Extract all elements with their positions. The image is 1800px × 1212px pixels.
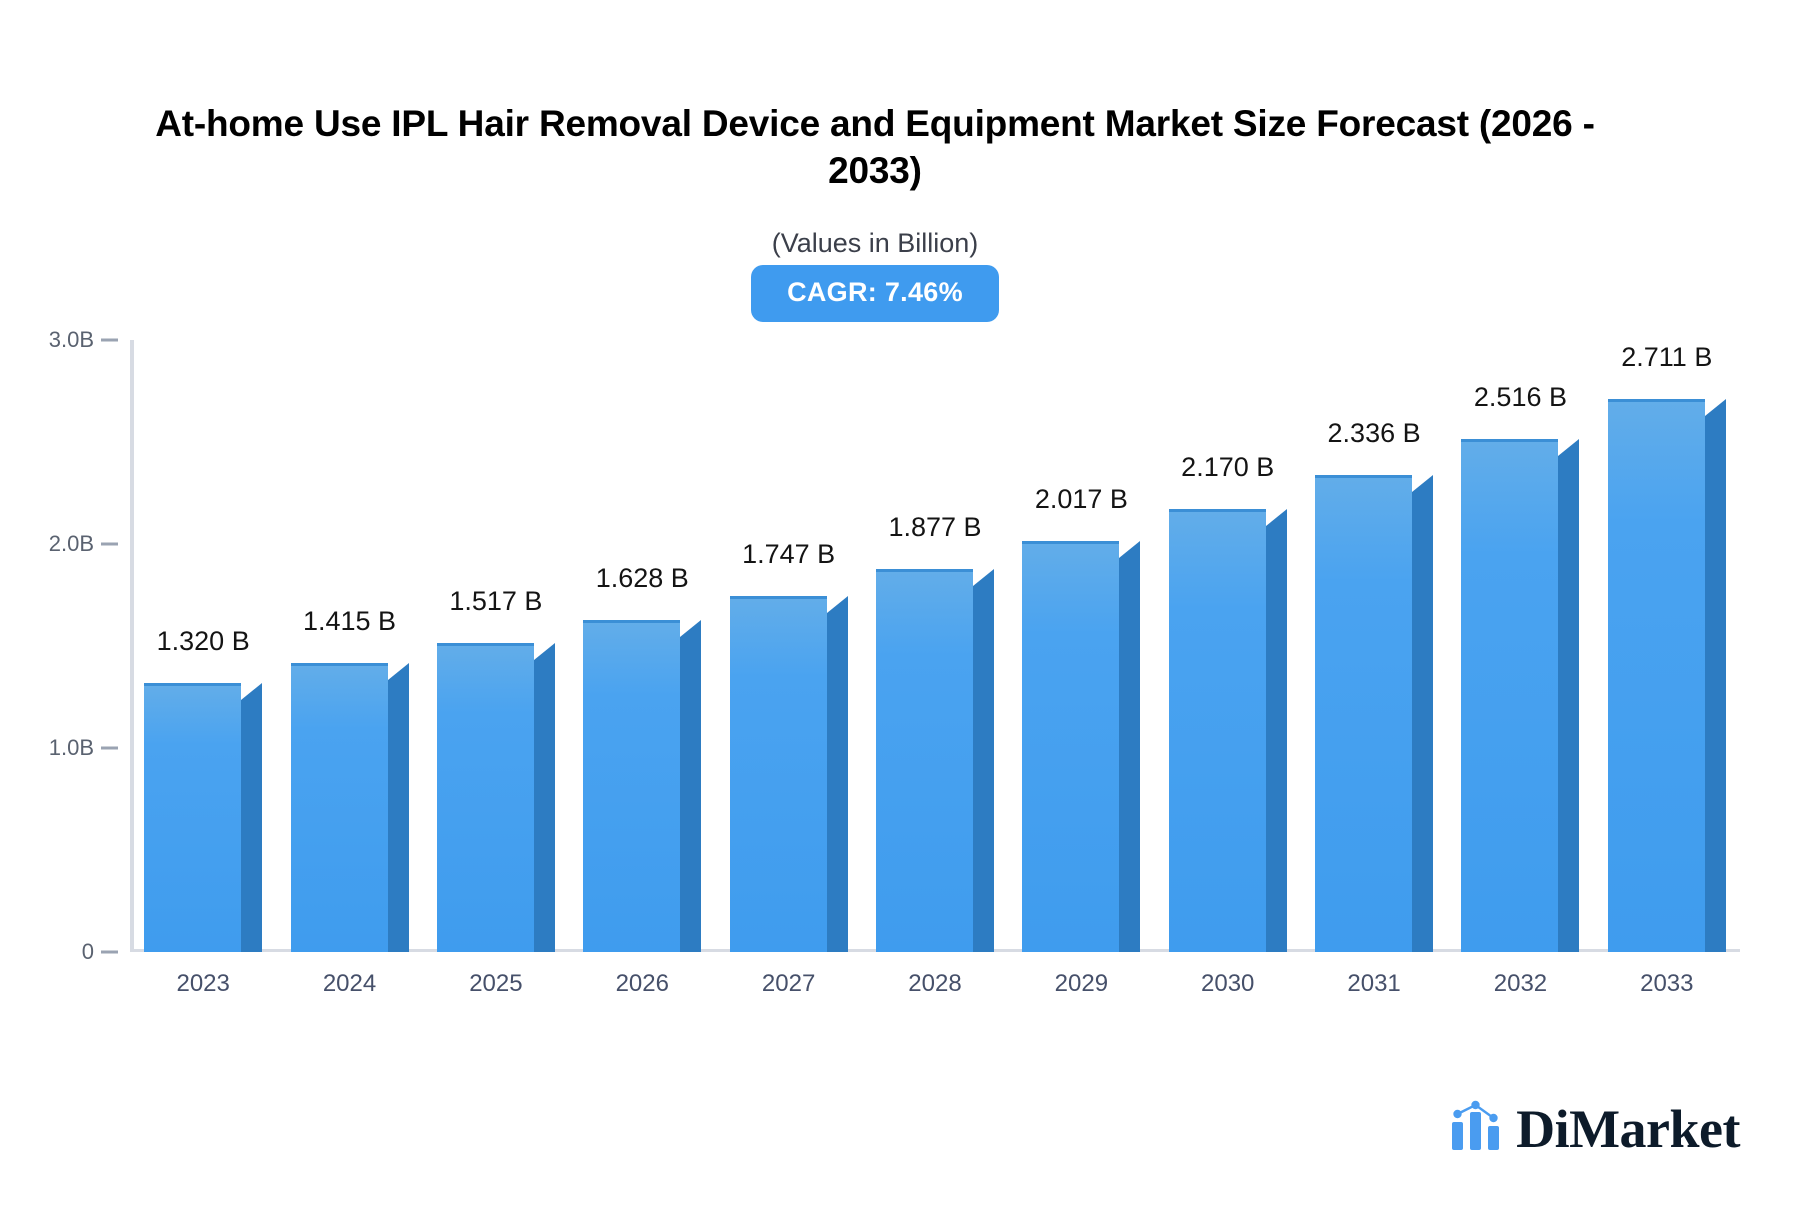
bar-group[interactable]: 2.711 B 2033 (1607, 330, 1726, 997)
bar-group[interactable]: 2.516 B 2032 (1461, 330, 1580, 997)
logo-wordmark: DiMarket (1516, 1098, 1740, 1159)
y-axis-tick-mark (101, 950, 118, 954)
y-axis-tick-label: 2.0B (48, 531, 94, 556)
bar-top-bevel (241, 682, 263, 700)
bar-side-face (533, 659, 555, 952)
bar-series: 1.320 B 2023 1.415 B 2024 1.517 B 2025 1.628 B… (130, 330, 1740, 997)
x-axis-tick-label: 2030 (1201, 970, 1255, 997)
bar-side-face (1119, 557, 1141, 952)
bar-value-label: 2.336 B (1327, 418, 1421, 449)
bar-top-bevel (826, 595, 848, 613)
x-axis-tick-label: 2026 (615, 970, 669, 997)
bar[interactable] (1168, 509, 1287, 952)
bar-top-bevel (1704, 398, 1726, 416)
bar[interactable] (144, 682, 263, 952)
x-axis-tick-label: 2032 (1493, 970, 1548, 997)
y-axis-tick-mark (101, 746, 118, 750)
bar-front-face (729, 595, 827, 952)
bar-group[interactable]: 1.628 B 2026 (583, 330, 702, 997)
bar-value-label: 2.017 B (1034, 483, 1128, 514)
bar-top-bevel (1265, 509, 1287, 527)
bar[interactable] (290, 663, 409, 952)
page-title: At-home Use IPL Hair Removal Device and … (155, 103, 1595, 192)
y-axis-tick-label: 3.0B (48, 327, 94, 352)
y-axis-tick-mark (101, 338, 118, 342)
bar-top-bevel (973, 569, 994, 587)
bar-front-face (1607, 398, 1705, 952)
bar-front-face (876, 569, 973, 952)
bar-group[interactable]: 1.320 B 2023 (144, 330, 263, 997)
brand-logo: DiMarket (1450, 1100, 1740, 1157)
bar-side-face (680, 636, 702, 952)
x-axis-tick-label: 2024 (322, 970, 377, 997)
bar-value-label: 1.517 B (449, 585, 543, 616)
bar-value-label: 2.516 B (1473, 381, 1567, 412)
bar-group[interactable]: 2.017 B 2029 (1022, 330, 1141, 997)
bar-side-face (1704, 415, 1726, 952)
bar-side-face (241, 699, 263, 952)
bar-value-label: 1.415 B (302, 606, 397, 637)
bar-top-bevel (1412, 475, 1434, 493)
bar-side-face (387, 680, 409, 952)
bar-front-face (583, 619, 681, 952)
bar-top-bevel (680, 619, 702, 637)
bar[interactable] (729, 595, 848, 952)
bar-group[interactable]: 1.517 B 2025 (436, 330, 555, 997)
y-axis-tick-mark (101, 542, 118, 546)
bar-group[interactable]: 1.415 B 2024 (290, 330, 409, 997)
y-axis-tick-label: 1.0B (48, 735, 94, 760)
bar-side-face (973, 586, 994, 952)
bar[interactable] (1607, 398, 1726, 952)
bar-front-face (1168, 509, 1266, 952)
x-axis-tick-label: 2028 (908, 970, 962, 997)
bar-top-bevel (533, 642, 555, 660)
bar-chart-logo-icon (1450, 1100, 1504, 1157)
bar[interactable] (583, 619, 702, 952)
bar-front-face (1315, 475, 1413, 952)
chart-subtitle: (Values in Billion) (771, 228, 979, 258)
y-axis-line (130, 340, 134, 952)
bar[interactable] (1022, 540, 1141, 952)
bar-side-face (1558, 455, 1580, 952)
plot-area: 3.0B 2.0B 1.0B 0 1.320 B 2023 1.415 B 2024 1.51… (0, 327, 1800, 997)
bar-top-bevel (1119, 540, 1141, 558)
y-axis-tick-label: 0 (81, 939, 94, 964)
bar-value-label: 1.628 B (595, 562, 689, 593)
bar-group[interactable]: 2.170 B 2030 (1168, 330, 1287, 997)
bar[interactable] (876, 569, 994, 952)
x-axis-tick-label: 2025 (469, 970, 523, 997)
bar-value-label: 1.320 B (156, 625, 250, 656)
bar[interactable] (1461, 438, 1580, 952)
bar-value-label: 2.170 B (1181, 452, 1275, 483)
bar-value-label: 1.747 B (742, 538, 836, 569)
bar-side-face (1412, 492, 1434, 952)
bar-side-face (1265, 526, 1287, 952)
x-axis-tick-label: 2033 (1640, 970, 1694, 997)
bar-front-face (1022, 540, 1120, 952)
x-axis-tick-label: 2029 (1054, 970, 1109, 997)
x-axis-tick-label: 2031 (1347, 970, 1401, 997)
bar[interactable] (1315, 475, 1434, 952)
bar-front-face (436, 642, 534, 952)
bar-value-label: 1.877 B (888, 512, 982, 543)
bar-top-bevel (387, 663, 409, 681)
bar-front-face (144, 682, 242, 952)
cagr-badge-container: CAGR: 7.46% (110, 265, 1640, 322)
bar[interactable] (436, 642, 555, 952)
x-axis-tick-label: 2023 (176, 970, 230, 997)
bar-value-label: 2.711 B (1621, 341, 1713, 372)
bar-front-face (290, 663, 388, 952)
bar-group[interactable]: 1.877 B 2028 (876, 330, 994, 997)
x-axis-tick-label: 2027 (761, 970, 816, 997)
bar-top-bevel (1558, 438, 1580, 456)
bar-side-face (826, 612, 848, 952)
status-badge: CAGR: 7.46% (751, 265, 999, 322)
bar-group[interactable]: 2.336 B 2031 (1315, 330, 1434, 997)
bar-front-face (1461, 438, 1559, 952)
bar-group[interactable]: 1.747 B 2027 (729, 330, 848, 997)
